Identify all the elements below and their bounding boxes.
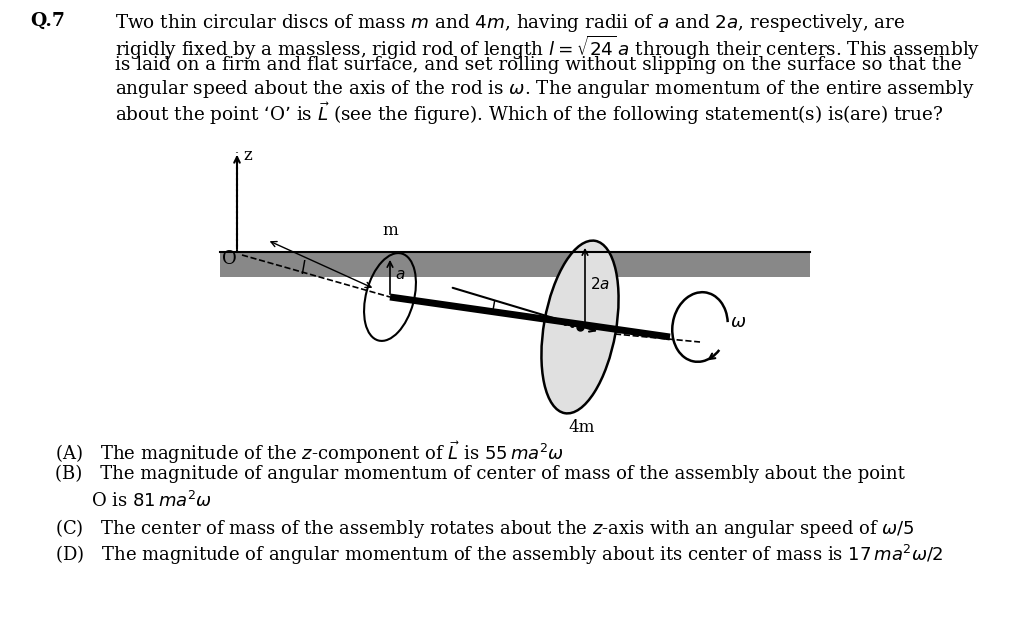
Text: (C) The center of mass of the assembly rotates about the $z$-axis with an angula: (C) The center of mass of the assembly r…: [55, 517, 914, 540]
Text: Two thin circular discs of mass $m$ and $4m$, having radii of $a$ and $2a$, resp: Two thin circular discs of mass $m$ and …: [115, 12, 905, 34]
Ellipse shape: [542, 241, 618, 413]
Text: $a$: $a$: [395, 268, 406, 282]
Text: $\omega$: $\omega$: [730, 313, 746, 331]
Text: m: m: [382, 222, 397, 239]
Text: O: O: [222, 250, 237, 268]
Text: Q.7: Q.7: [30, 12, 65, 30]
Text: about the point ‘O’ is $\vec{L}$ (see the figure). Which of the following statem: about the point ‘O’ is $\vec{L}$ (see th…: [115, 100, 943, 127]
Text: $l$: $l$: [300, 260, 306, 278]
Text: z: z: [243, 147, 252, 164]
Text: (A) The magnitude of the $z$-component of $\vec{L}$ is $55\,ma^2\omega$: (A) The magnitude of the $z$-component o…: [55, 439, 564, 466]
Text: 4m: 4m: [568, 419, 594, 436]
Text: $2a$: $2a$: [590, 276, 610, 292]
Text: is laid on a firm and flat surface, and set rolling without slipping on the surf: is laid on a firm and flat surface, and …: [115, 56, 962, 74]
Text: rigidly fixed by a massless, rigid rod of length $l=\sqrt{24}\,a$ through their : rigidly fixed by a massless, rigid rod o…: [115, 34, 980, 62]
Text: O is $81\,ma^2\omega$: O is $81\,ma^2\omega$: [55, 491, 212, 511]
Text: angular speed about the axis of the rod is $\omega$. The angular momentum of the: angular speed about the axis of the rod …: [115, 78, 975, 100]
Text: (D) The magnitude of angular momentum of the assembly about its center of mass i: (D) The magnitude of angular momentum of…: [55, 543, 944, 567]
Text: $l$: $l$: [490, 300, 497, 318]
Text: (B) The magnitude of angular momentum of center of mass of the assembly about th: (B) The magnitude of angular momentum of…: [55, 465, 905, 483]
